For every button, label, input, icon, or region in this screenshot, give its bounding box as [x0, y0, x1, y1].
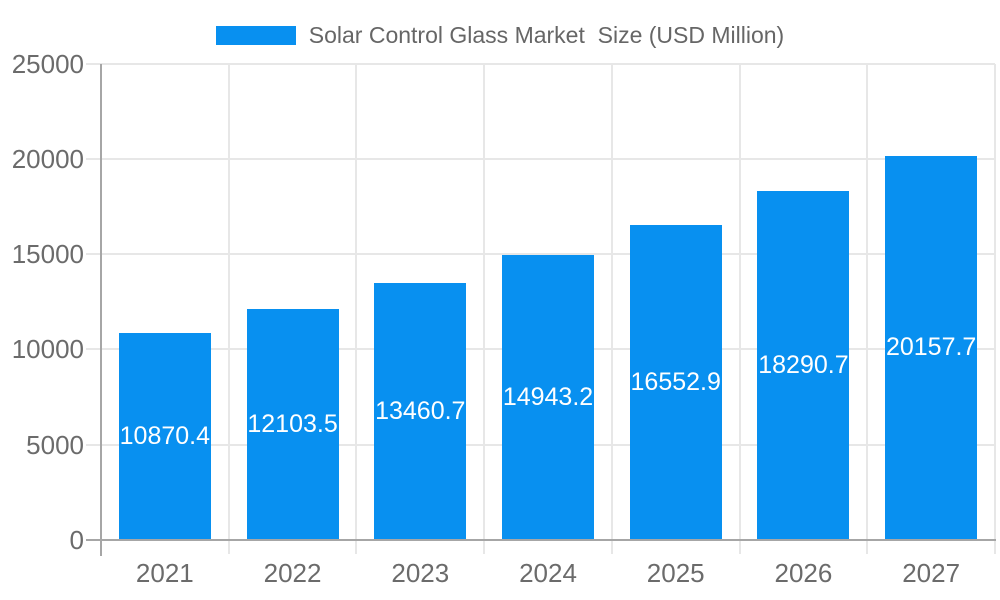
- x-axis-tick-label: 2027: [902, 558, 961, 588]
- bar[interactable]: 18290.7: [757, 191, 850, 540]
- legend-swatch: [215, 26, 296, 45]
- legend-label: Solar Control Glass Market Size (USD Mil…: [308, 22, 785, 48]
- h-gridline: [86, 62, 995, 65]
- y-axis-tick-label: 25000: [11, 48, 84, 79]
- x-axis-tick-label: 2025: [646, 558, 705, 588]
- legend[interactable]: Solar Control Glass Market Size (USD Mil…: [0, 22, 1000, 49]
- x-axis-tick-label: 2023: [391, 558, 450, 588]
- y-axis-tick-label: 20000: [11, 143, 84, 174]
- v-gridline: [994, 63, 996, 554]
- y-axis-tick-label: 0: [69, 525, 84, 555]
- bar[interactable]: 10870.4: [118, 332, 211, 540]
- x-axis-tick-label: 2024: [519, 558, 577, 588]
- bar[interactable]: 16552.9: [629, 224, 722, 540]
- x-axis-line: [86, 539, 996, 541]
- bar-value-label: 16552.9: [630, 367, 721, 396]
- v-gridline: [866, 63, 869, 554]
- bar[interactable]: 12103.5: [246, 309, 339, 540]
- v-gridline: [738, 63, 741, 554]
- y-axis-line: [100, 63, 102, 556]
- x-axis-tick-label: 2022: [263, 558, 322, 588]
- bar[interactable]: 20157.7: [885, 155, 978, 540]
- bar-value-label: 18290.7: [758, 351, 849, 380]
- y-axis-tick-label: 10000: [11, 334, 84, 365]
- v-gridline: [610, 63, 613, 554]
- v-gridline: [483, 63, 486, 554]
- y-axis-tick-label: 5000: [26, 429, 84, 460]
- bar-value-label: 12103.5: [247, 410, 338, 439]
- x-axis-tick-label: 2026: [774, 558, 833, 588]
- bar[interactable]: 13460.7: [374, 283, 467, 540]
- v-gridline: [355, 63, 358, 554]
- bar-value-label: 13460.7: [375, 397, 466, 426]
- bar-value-label: 10870.4: [119, 421, 211, 450]
- bar[interactable]: 14943.2: [502, 255, 594, 540]
- bar-value-label: 20157.7: [885, 333, 977, 362]
- h-gridline: [86, 157, 995, 160]
- x-axis-tick-label: 2021: [135, 558, 194, 588]
- v-gridline: [227, 63, 230, 554]
- h-gridline: [86, 253, 995, 256]
- y-axis-tick-label: 15000: [11, 239, 84, 270]
- bar-value-label: 14943.2: [502, 383, 594, 412]
